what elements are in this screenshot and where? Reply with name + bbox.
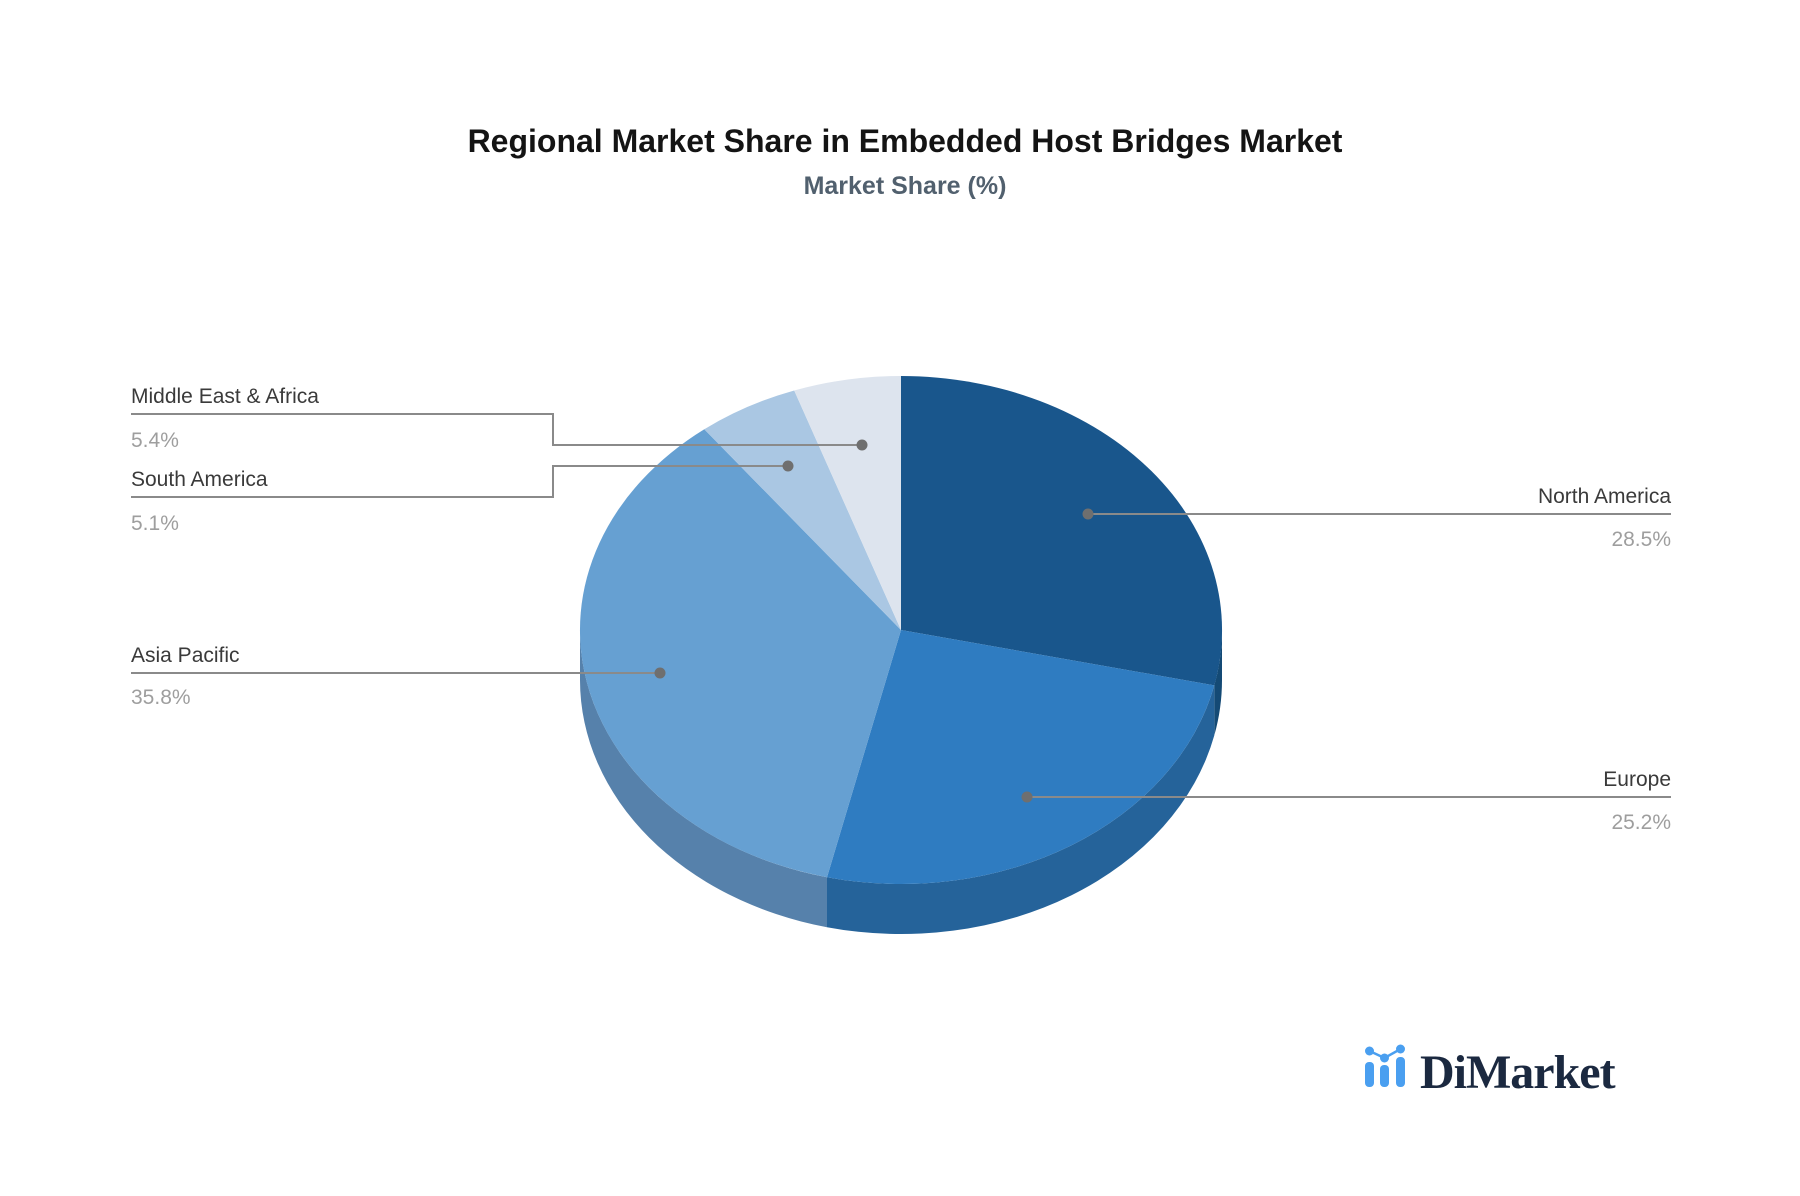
brand-logo-text: DiMarket bbox=[1420, 1046, 1616, 1099]
callout-dot-asia-pacific bbox=[654, 667, 666, 679]
pie-slice-europe[interactable] bbox=[827, 630, 1215, 885]
label-asia-pacific: Asia Pacific bbox=[131, 644, 240, 667]
callout-dot-north-america bbox=[1082, 508, 1094, 520]
value-asia-pacific: 35.8% bbox=[131, 686, 191, 709]
callout-dot-south-america bbox=[782, 460, 794, 472]
callout-dot-europe bbox=[1021, 791, 1033, 803]
pie-slices bbox=[579, 376, 1223, 885]
callout-line-middle-east-africa bbox=[131, 413, 862, 446]
value-north-america: 28.5% bbox=[1611, 528, 1671, 551]
callout-dot-middle-east-africa bbox=[856, 439, 868, 451]
rim-asia-pacific bbox=[580, 630, 827, 928]
chart-title: Regional Market Share in Embedded Host B… bbox=[468, 123, 1343, 159]
pie-slice-south-america[interactable] bbox=[704, 390, 901, 631]
pie-slice-middle-east-africa[interactable] bbox=[794, 376, 901, 630]
label-middle-east-africa: Middle East & Africa bbox=[131, 385, 319, 408]
label-europe: Europe bbox=[1603, 768, 1671, 791]
callout-middle-east-africa: Middle East & Africa 5.4% bbox=[131, 385, 868, 452]
chart-subtitle: Market Share (%) bbox=[804, 172, 1007, 200]
bar-line-chart-icon bbox=[1365, 1044, 1405, 1087]
pie-slice-north-america[interactable] bbox=[901, 376, 1223, 686]
callout-south-america: South America 5.1% bbox=[131, 460, 794, 535]
value-middle-east-africa: 5.4% bbox=[131, 429, 179, 452]
callout-europe: Europe 25.2% bbox=[1021, 768, 1671, 834]
callout-north-america: North America 28.5% bbox=[1082, 485, 1671, 551]
value-south-america: 5.1% bbox=[131, 512, 179, 535]
value-europe: 25.2% bbox=[1611, 811, 1671, 834]
callout-line-south-america bbox=[131, 465, 788, 498]
brand-logo[interactable]: DiMarket bbox=[1365, 1044, 1617, 1100]
pie-slice-asia-pacific[interactable] bbox=[579, 429, 901, 878]
rim-europe bbox=[827, 685, 1215, 935]
pie-3d-rim bbox=[580, 630, 1222, 935]
callout-asia-pacific: Asia Pacific 35.8% bbox=[131, 644, 666, 709]
label-north-america: North America bbox=[1538, 485, 1671, 508]
label-south-america: South America bbox=[131, 468, 268, 491]
rim-north-america bbox=[1214, 630, 1222, 736]
